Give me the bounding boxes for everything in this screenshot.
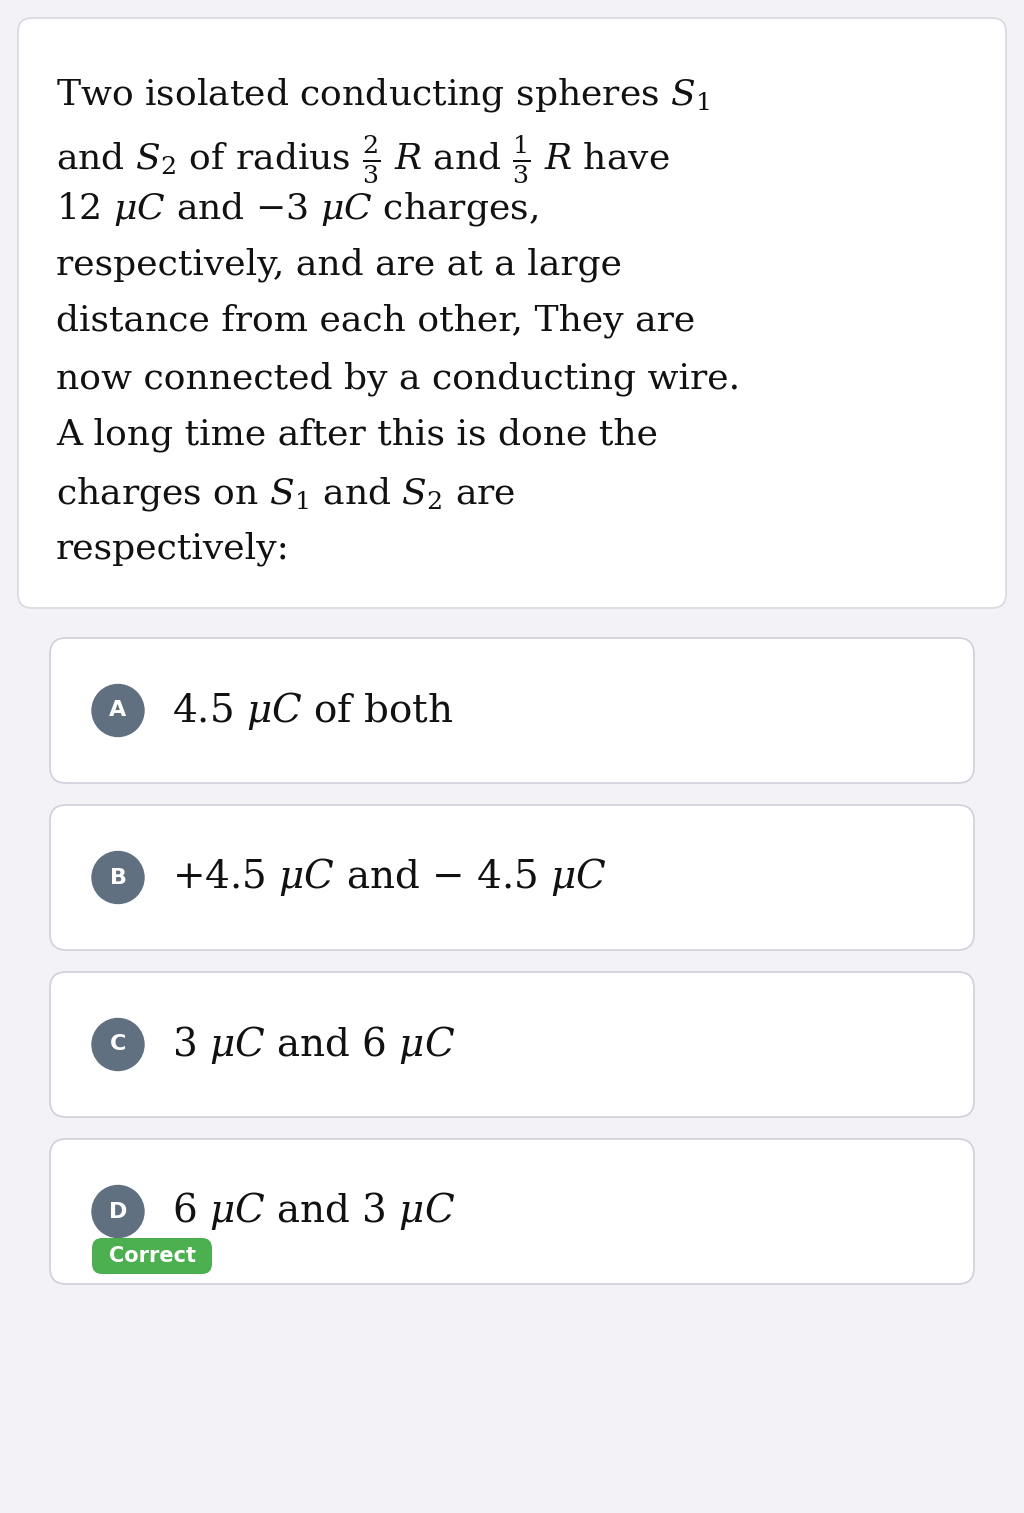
Text: A: A [110, 701, 127, 720]
Text: $3\ \mu C$ and $6\ \mu C$: $3\ \mu C$ and $6\ \mu C$ [172, 1023, 455, 1065]
FancyBboxPatch shape [50, 638, 974, 784]
Text: $4.5\ \mu C$ of both: $4.5\ \mu C$ of both [172, 690, 454, 731]
Text: Two isolated conducting spheres $S_1$: Two isolated conducting spheres $S_1$ [56, 76, 710, 113]
Text: and $S_2$ of radius $\frac{2}{3}$ $R$ and $\frac{1}{3}$ $R$ have: and $S_2$ of radius $\frac{2}{3}$ $R$ an… [56, 133, 670, 185]
Circle shape [92, 684, 144, 737]
Circle shape [92, 1018, 144, 1071]
FancyBboxPatch shape [50, 1139, 974, 1285]
Circle shape [92, 1186, 144, 1238]
Text: respectively, and are at a large: respectively, and are at a large [56, 247, 622, 281]
Text: Correct: Correct [109, 1247, 196, 1266]
Text: D: D [109, 1201, 127, 1221]
Text: B: B [110, 867, 127, 888]
Text: charges on $S_1$ and $S_2$ are: charges on $S_1$ and $S_2$ are [56, 475, 515, 513]
Text: A long time after this is done the: A long time after this is done the [56, 418, 658, 452]
FancyBboxPatch shape [50, 971, 974, 1117]
FancyBboxPatch shape [92, 1238, 212, 1274]
Text: C: C [110, 1035, 126, 1055]
Text: distance from each other, They are: distance from each other, They are [56, 304, 695, 339]
FancyBboxPatch shape [50, 805, 974, 950]
Text: $+4.5\ \mu C$ and $-\ 4.5\ \mu C$: $+4.5\ \mu C$ and $-\ 4.5\ \mu C$ [172, 856, 607, 899]
FancyBboxPatch shape [18, 18, 1006, 608]
Text: respectively:: respectively: [56, 533, 290, 566]
Circle shape [92, 852, 144, 903]
Text: 12 $\mu C$ and $-3$ $\mu C$ charges,: 12 $\mu C$ and $-3$ $\mu C$ charges, [56, 191, 538, 228]
Text: now connected by a conducting wire.: now connected by a conducting wire. [56, 362, 740, 395]
Text: $6\ \mu C$ and $3\ \mu C$: $6\ \mu C$ and $3\ \mu C$ [172, 1191, 455, 1233]
